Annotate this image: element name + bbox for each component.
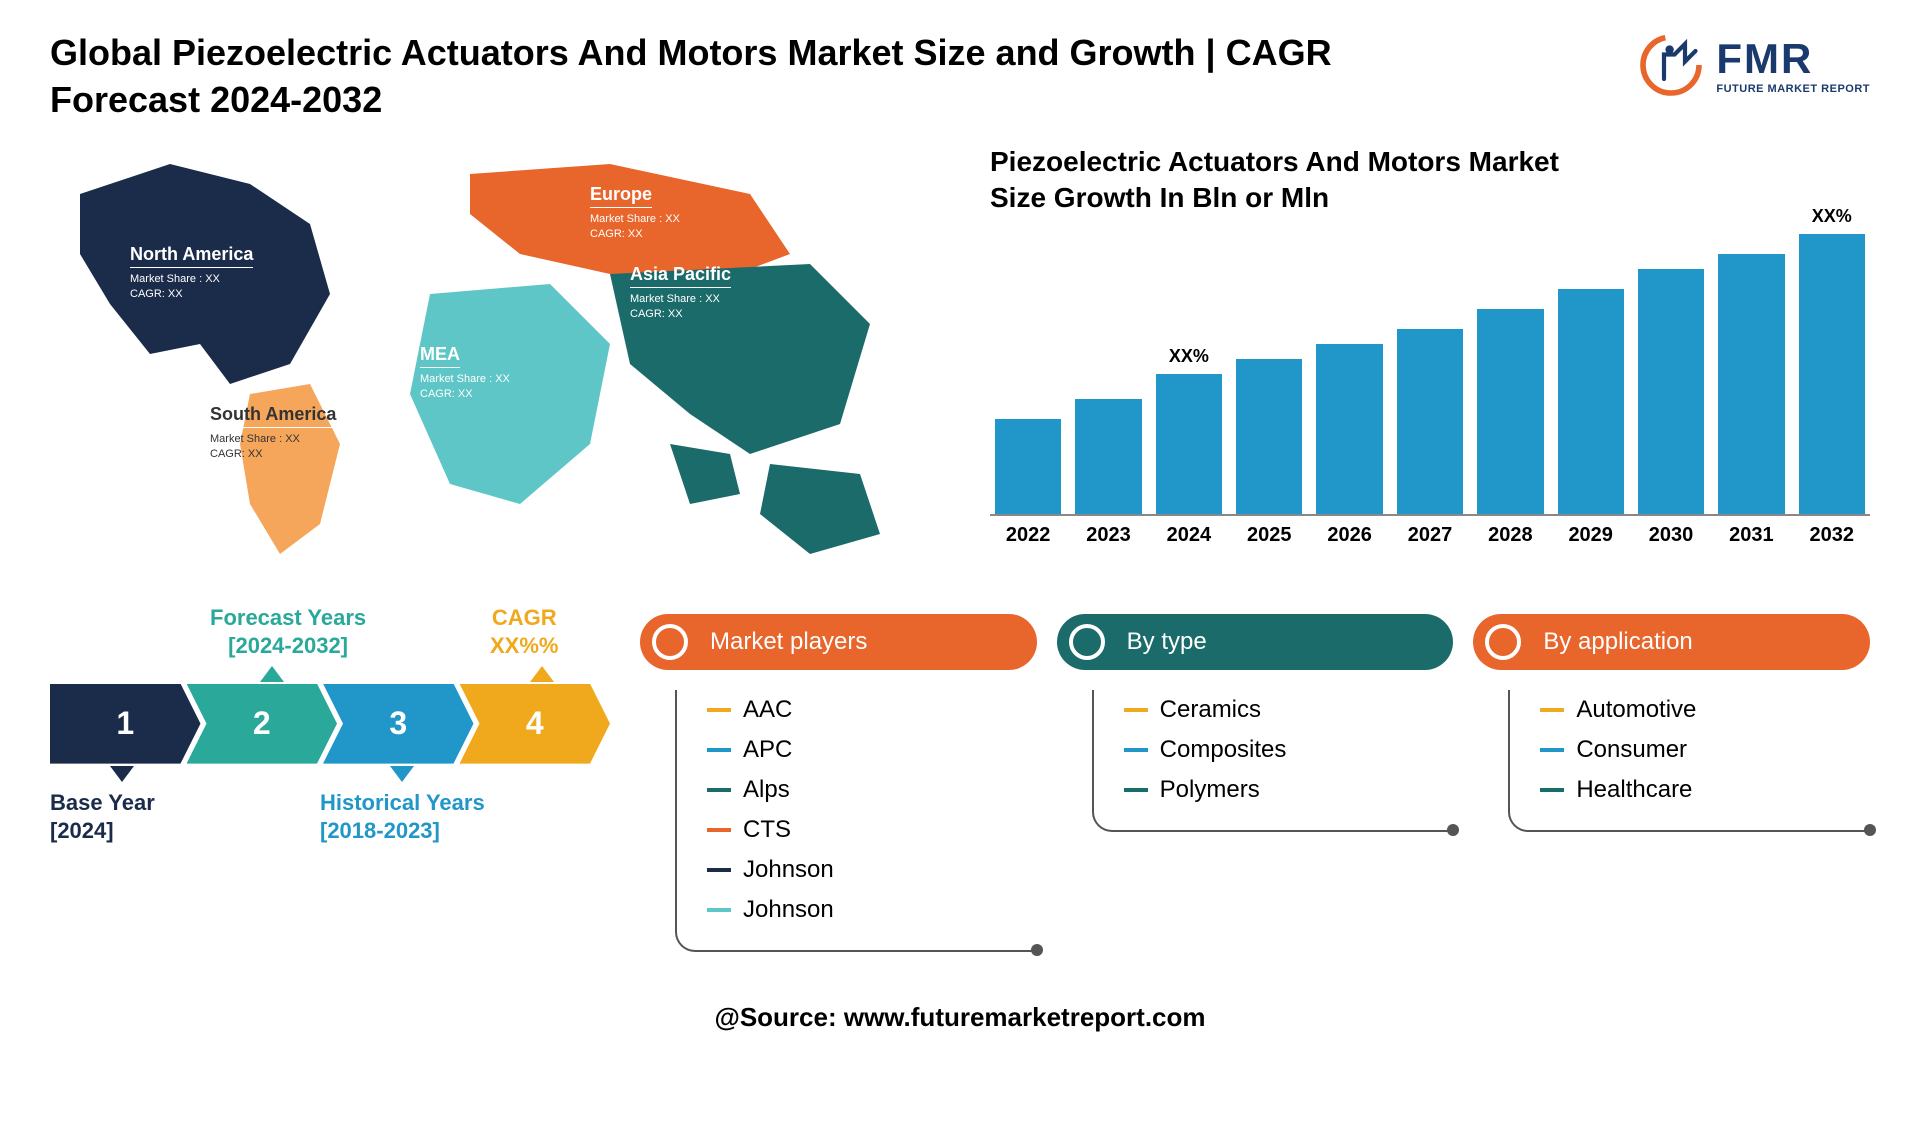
- region-mea: MEAMarket Share : XXCAGR: XX: [420, 344, 510, 403]
- bar-label-2028: 2028: [1477, 524, 1543, 547]
- world-map: North AmericaMarket Share : XXCAGR: XX So…: [50, 144, 950, 564]
- list-item: Automotive: [1540, 690, 1870, 730]
- bar-2025: [1236, 359, 1302, 514]
- bar-2023: [1075, 399, 1141, 514]
- list-item: Composites: [1124, 730, 1454, 770]
- list-item: Polymers: [1124, 770, 1454, 810]
- bar-2031: [1718, 254, 1784, 514]
- bar-2028: [1477, 309, 1543, 514]
- brand-logo: FMR FUTURE MARKET REPORT: [1636, 30, 1870, 100]
- list-item: Ceramics: [1124, 690, 1454, 730]
- bracket-by-application: By application AutomotiveConsumerHealthca…: [1473, 614, 1870, 952]
- bar-2022: [995, 419, 1061, 514]
- bar-label-2029: 2029: [1558, 524, 1624, 547]
- timeline: Forecast Years [2024-2032] CAGR XX%% 123…: [50, 614, 610, 764]
- timeline-step-1: 1: [50, 684, 201, 764]
- logo-icon: [1636, 30, 1706, 100]
- bar-2030: [1638, 269, 1704, 514]
- bar-label-2023: 2023: [1075, 524, 1141, 547]
- bar-label-2026: 2026: [1316, 524, 1382, 547]
- bar-chart: Piezoelectric Actuators And Motors Marke…: [990, 144, 1870, 564]
- timeline-step-2: 2: [187, 684, 338, 764]
- list-item: Alps: [707, 770, 1037, 810]
- bar-2032: XX%: [1799, 234, 1865, 514]
- base-year-label: Base Year [2024]: [50, 789, 155, 846]
- bar-label-2025: 2025: [1236, 524, 1302, 547]
- chart-title: Piezoelectric Actuators And Motors Marke…: [990, 144, 1590, 217]
- bar-2029: [1558, 289, 1624, 514]
- bar-label-2027: 2027: [1397, 524, 1463, 547]
- region-europe: EuropeMarket Share : XXCAGR: XX: [590, 184, 680, 243]
- list-item: Johnson: [707, 890, 1037, 930]
- bracket-market-players: Market playersAACAPCAlpsCTSJohnsonJohnso…: [640, 614, 1037, 952]
- bracket-by-type: By type CeramicsCompositesPolymers: [1057, 614, 1454, 952]
- pill-header: By application: [1473, 614, 1870, 670]
- bar-label-2030: 2030: [1638, 524, 1704, 547]
- source-text: @Source: www.futuremarketreport.com: [50, 1002, 1870, 1033]
- bar-2027: [1397, 329, 1463, 514]
- bar-label-2032: 2032: [1799, 524, 1865, 547]
- list-item: APC: [707, 730, 1037, 770]
- timeline-step-3: 3: [323, 684, 474, 764]
- bar-2026: [1316, 344, 1382, 514]
- region-south-america: South AmericaMarket Share : XXCAGR: XX: [210, 404, 336, 463]
- list-item: Healthcare: [1540, 770, 1870, 810]
- bar-label-2024: 2024: [1156, 524, 1222, 547]
- pill-header: By type: [1057, 614, 1454, 670]
- list-item: Consumer: [1540, 730, 1870, 770]
- cagr-label: CAGR XX%%: [490, 604, 558, 661]
- list-item: CTS: [707, 810, 1037, 850]
- forecast-label: Forecast Years [2024-2032]: [210, 604, 366, 661]
- bar-label-2031: 2031: [1718, 524, 1784, 547]
- region-north-america: North AmericaMarket Share : XXCAGR: XX: [130, 244, 253, 303]
- bar-label-2022: 2022: [995, 524, 1061, 547]
- region-asia-pacific: Asia PacificMarket Share : XXCAGR: XX: [630, 264, 731, 323]
- historical-label: Historical Years [2018-2023]: [320, 789, 485, 846]
- timeline-step-4: 4: [460, 684, 611, 764]
- pill-header: Market players: [640, 614, 1037, 670]
- list-item: AAC: [707, 690, 1037, 730]
- page-title: Global Piezoelectric Actuators And Motor…: [50, 30, 1350, 124]
- logo-sub-text: FUTURE MARKET REPORT: [1716, 83, 1870, 95]
- list-item: Johnson: [707, 850, 1037, 890]
- bar-2024: XX%: [1156, 374, 1222, 514]
- logo-fmr-text: FMR: [1716, 35, 1870, 83]
